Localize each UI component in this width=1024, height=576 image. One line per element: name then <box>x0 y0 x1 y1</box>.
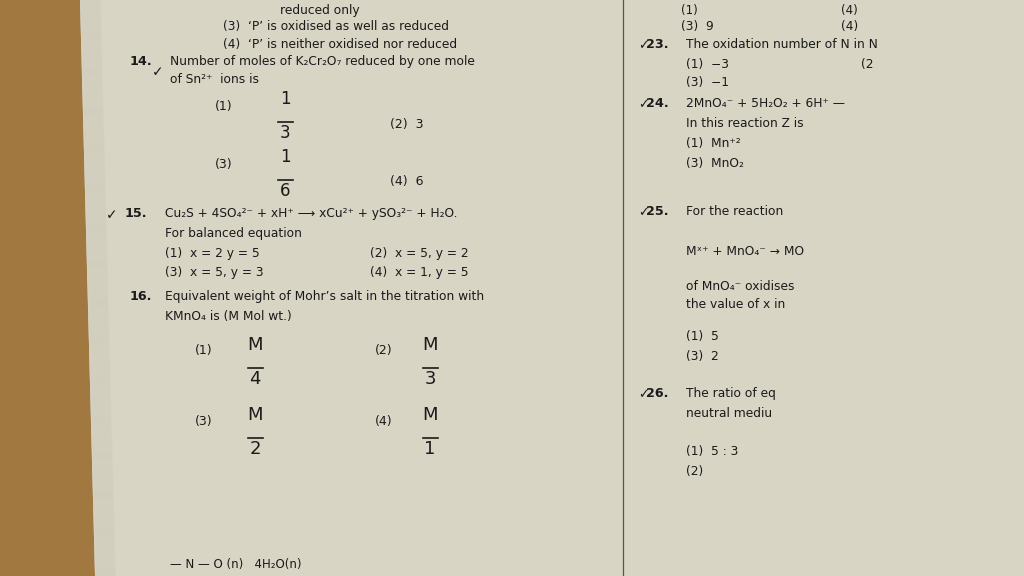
Polygon shape <box>92 0 109 576</box>
Text: (4): (4) <box>841 20 858 33</box>
Text: (1): (1) <box>195 344 213 357</box>
Text: 2: 2 <box>249 440 261 458</box>
Text: M: M <box>422 336 437 354</box>
Text: (3)  ‘P’ is oxidised as well as reduced: (3) ‘P’ is oxidised as well as reduced <box>223 20 449 33</box>
Text: of Sn²⁺  ions is: of Sn²⁺ ions is <box>170 73 259 86</box>
Text: Cu₂S + 4SO₄²⁻ + xH⁺ ⟶ xCu²⁺ + ySO₃²⁻ + H₂O.: Cu₂S + 4SO₄²⁻ + xH⁺ ⟶ xCu²⁺ + ySO₃²⁻ + H… <box>165 207 458 220</box>
Text: Mˣ⁺ + MnO₄⁻ → MO: Mˣ⁺ + MnO₄⁻ → MO <box>686 245 804 258</box>
Text: 16.: 16. <box>130 290 153 303</box>
Polygon shape <box>86 0 103 576</box>
Text: ✓: ✓ <box>638 40 649 52</box>
Polygon shape <box>89 0 106 576</box>
Text: ✓: ✓ <box>638 388 649 401</box>
Text: of MnO₄⁻ oxidises: of MnO₄⁻ oxidises <box>686 280 794 293</box>
Text: 15.: 15. <box>125 207 147 220</box>
Text: 6: 6 <box>280 182 290 200</box>
Text: (1)  −3: (1) −3 <box>686 58 729 71</box>
Polygon shape <box>95 0 112 576</box>
Text: Equivalent weight of Mohr’s salt in the titration with: Equivalent weight of Mohr’s salt in the … <box>165 290 484 303</box>
Text: (3)  −1: (3) −1 <box>686 76 729 89</box>
Text: (2: (2 <box>860 58 873 71</box>
Text: (1)  x = 2 y = 5: (1) x = 2 y = 5 <box>165 247 260 260</box>
Polygon shape <box>80 0 97 576</box>
Polygon shape <box>88 0 105 576</box>
Text: The ratio of eq: The ratio of eq <box>686 387 775 400</box>
Polygon shape <box>94 0 111 576</box>
Text: (3): (3) <box>195 415 213 428</box>
Text: (2): (2) <box>686 465 702 478</box>
Text: (3)  9: (3) 9 <box>681 20 714 33</box>
Text: (3)  x = 5, y = 3: (3) x = 5, y = 3 <box>165 266 263 279</box>
Polygon shape <box>81 0 98 576</box>
Polygon shape <box>85 0 102 576</box>
Polygon shape <box>83 0 100 576</box>
Text: For balanced equation: For balanced equation <box>165 227 302 240</box>
Text: The oxidation number of N in N: The oxidation number of N in N <box>686 38 878 51</box>
Text: ✓: ✓ <box>106 208 118 222</box>
Polygon shape <box>0 0 95 576</box>
Text: (1)  5: (1) 5 <box>686 330 719 343</box>
Text: (2)  3: (2) 3 <box>390 118 424 131</box>
Text: — N — O (n)   4H₂O(n): — N — O (n) 4H₂O(n) <box>170 558 301 571</box>
Text: the value of x in: the value of x in <box>686 298 784 311</box>
Text: (2)  x = 5, y = 2: (2) x = 5, y = 2 <box>370 247 469 260</box>
Polygon shape <box>98 0 115 576</box>
Text: (4)  6: (4) 6 <box>390 175 424 188</box>
Polygon shape <box>91 0 108 576</box>
Text: (4): (4) <box>375 415 392 428</box>
Text: (1): (1) <box>681 4 697 17</box>
Text: In this reaction Z is: In this reaction Z is <box>686 117 803 130</box>
Text: ✓: ✓ <box>638 207 649 219</box>
Text: (2): (2) <box>375 344 392 357</box>
Text: neutral mediu: neutral mediu <box>686 407 772 420</box>
Text: 4: 4 <box>249 370 261 388</box>
Text: (3)  2: (3) 2 <box>686 350 719 363</box>
Text: (3)  MnO₂: (3) MnO₂ <box>686 157 743 170</box>
Polygon shape <box>80 0 1024 576</box>
Text: For the reaction: For the reaction <box>686 205 782 218</box>
Polygon shape <box>90 0 106 576</box>
Text: (1)  Mn⁺²: (1) Mn⁺² <box>686 137 740 150</box>
Polygon shape <box>87 0 104 576</box>
Polygon shape <box>93 0 110 576</box>
Text: 23.: 23. <box>645 38 668 51</box>
Text: 24.: 24. <box>645 97 669 110</box>
Text: 25.: 25. <box>645 205 668 218</box>
Polygon shape <box>97 0 114 576</box>
Polygon shape <box>96 0 113 576</box>
Text: 2MnO₄⁻ + 5H₂O₂ + 6H⁺ —: 2MnO₄⁻ + 5H₂O₂ + 6H⁺ — <box>686 97 845 110</box>
Text: 1: 1 <box>280 90 291 108</box>
Text: (1): (1) <box>215 100 232 113</box>
Text: reduced only: reduced only <box>280 4 359 17</box>
Text: Number of moles of K₂Cr₂O₇ reduced by one mole: Number of moles of K₂Cr₂O₇ reduced by on… <box>170 55 475 68</box>
Text: M: M <box>247 336 263 354</box>
Text: (3): (3) <box>215 158 232 171</box>
Text: 3: 3 <box>424 370 436 388</box>
Text: ✓: ✓ <box>153 65 164 79</box>
Text: 26.: 26. <box>645 387 668 400</box>
Text: (4)  x = 1, y = 5: (4) x = 1, y = 5 <box>370 266 469 279</box>
Text: ✓: ✓ <box>638 98 649 112</box>
Text: KMnO₄ is (M Mol wt.): KMnO₄ is (M Mol wt.) <box>165 310 292 323</box>
Text: (4)  ‘P’ is neither oxidised nor reduced: (4) ‘P’ is neither oxidised nor reduced <box>223 38 457 51</box>
Polygon shape <box>82 0 99 576</box>
Text: (1)  5 : 3: (1) 5 : 3 <box>686 445 738 458</box>
Text: (4): (4) <box>841 4 857 17</box>
Text: M: M <box>422 406 437 424</box>
Text: 1: 1 <box>424 440 435 458</box>
Text: 1: 1 <box>280 148 291 166</box>
Text: M: M <box>247 406 263 424</box>
Text: 14.: 14. <box>130 55 153 68</box>
Polygon shape <box>99 0 116 576</box>
Polygon shape <box>84 0 101 576</box>
Text: 3: 3 <box>280 124 291 142</box>
